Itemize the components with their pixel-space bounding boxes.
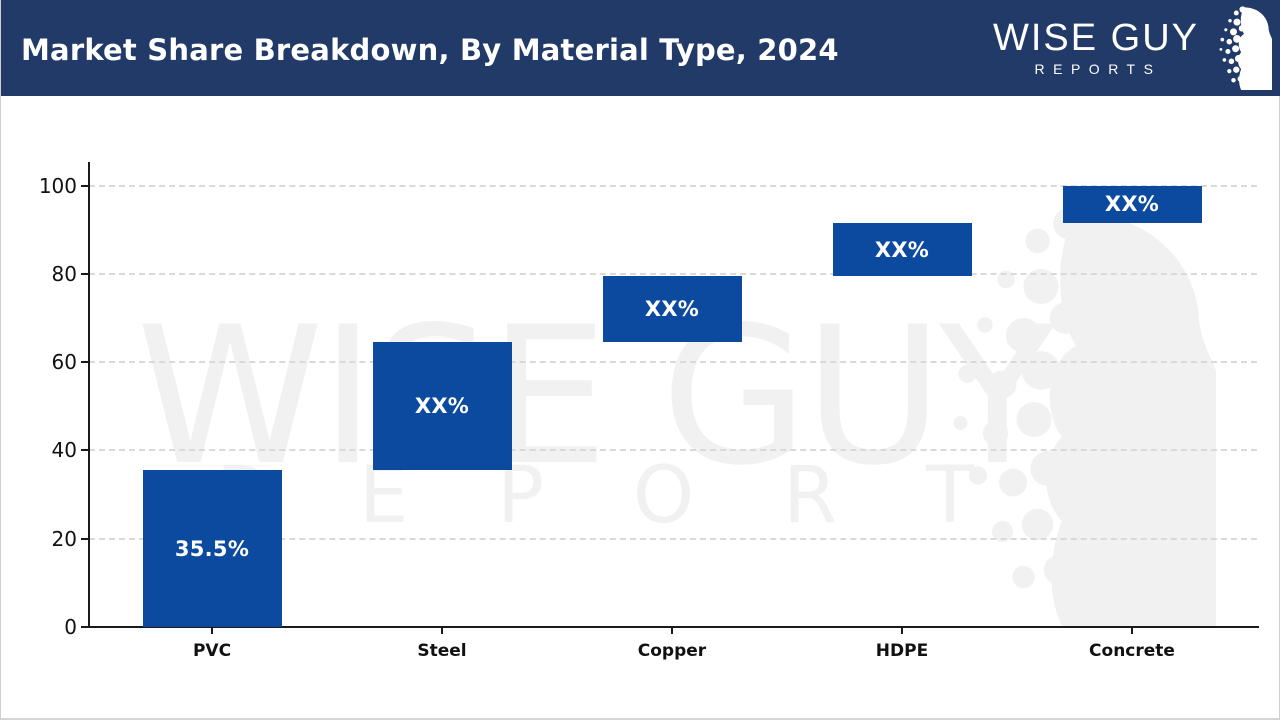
logo-wordmark-main: WISE GUY <box>992 17 1199 60</box>
y-tick-40 <box>81 449 89 452</box>
x-tick-pvc <box>211 628 213 634</box>
y-tick-0 <box>81 626 89 628</box>
bar-value-label-pvc: 35.5% <box>174 536 250 561</box>
y-tick-label-100: 100 <box>38 173 77 198</box>
gridline-60 <box>89 361 1257 364</box>
x-axis-label-pvc: PVC <box>192 641 232 661</box>
y-axis-line <box>88 162 90 628</box>
x-axis-label-copper: Copper <box>637 641 707 661</box>
x-axis-line <box>87 626 1259 628</box>
gridline-20 <box>89 537 1257 540</box>
y-tick-label-60: 60 <box>51 350 77 375</box>
x-axis-label-steel: Steel <box>417 641 467 661</box>
y-tick-label-20: 20 <box>51 526 77 551</box>
y-tick-label-0: 0 <box>64 615 77 639</box>
bar-pvc: 35.5% <box>142 470 282 627</box>
bar-steel: XX% <box>372 342 512 471</box>
header: Market Share Breakdown, By Material Type… <box>1 0 1280 96</box>
x-tick-copper <box>671 628 673 634</box>
bar-value-label-concrete: XX% <box>1104 192 1160 217</box>
logo-wordmark-sub: REPORTS <box>1034 60 1162 77</box>
watermark-text-sub: R E P O R T S <box>216 451 1145 541</box>
x-tick-concrete <box>1131 628 1133 634</box>
bar-copper: XX% <box>602 276 742 343</box>
logo-head-icon <box>1219 6 1272 90</box>
x-tick-hdpe <box>901 628 903 634</box>
bar-value-label-copper: XX% <box>644 297 700 322</box>
wise-guy-logo: WISE GUY REPORTS <box>993 4 1273 92</box>
y-tick-20 <box>81 537 89 540</box>
y-tick-80 <box>81 272 89 275</box>
gridline-100 <box>89 184 1257 187</box>
x-tick-steel <box>441 628 443 634</box>
gridline-80 <box>89 272 1257 275</box>
bar-value-label-hdpe: XX% <box>874 237 930 262</box>
page-title: Market Share Breakdown, By Material Type… <box>21 33 839 67</box>
y-tick-label-80: 80 <box>51 261 77 286</box>
bar-value-label-steel: XX% <box>414 394 470 419</box>
bar-hdpe: XX% <box>832 223 972 276</box>
bar-concrete: XX% <box>1062 185 1202 224</box>
gridline-40 <box>89 449 1257 452</box>
y-tick-label-40: 40 <box>51 438 77 463</box>
logo-wordmark: WISE GUY REPORTS <box>992 17 1199 77</box>
y-tick-60 <box>81 361 89 364</box>
x-axis-label-hdpe: HDPE <box>875 641 929 661</box>
y-tick-100 <box>81 184 89 187</box>
x-axis-label-concrete: Concrete <box>1089 641 1175 661</box>
